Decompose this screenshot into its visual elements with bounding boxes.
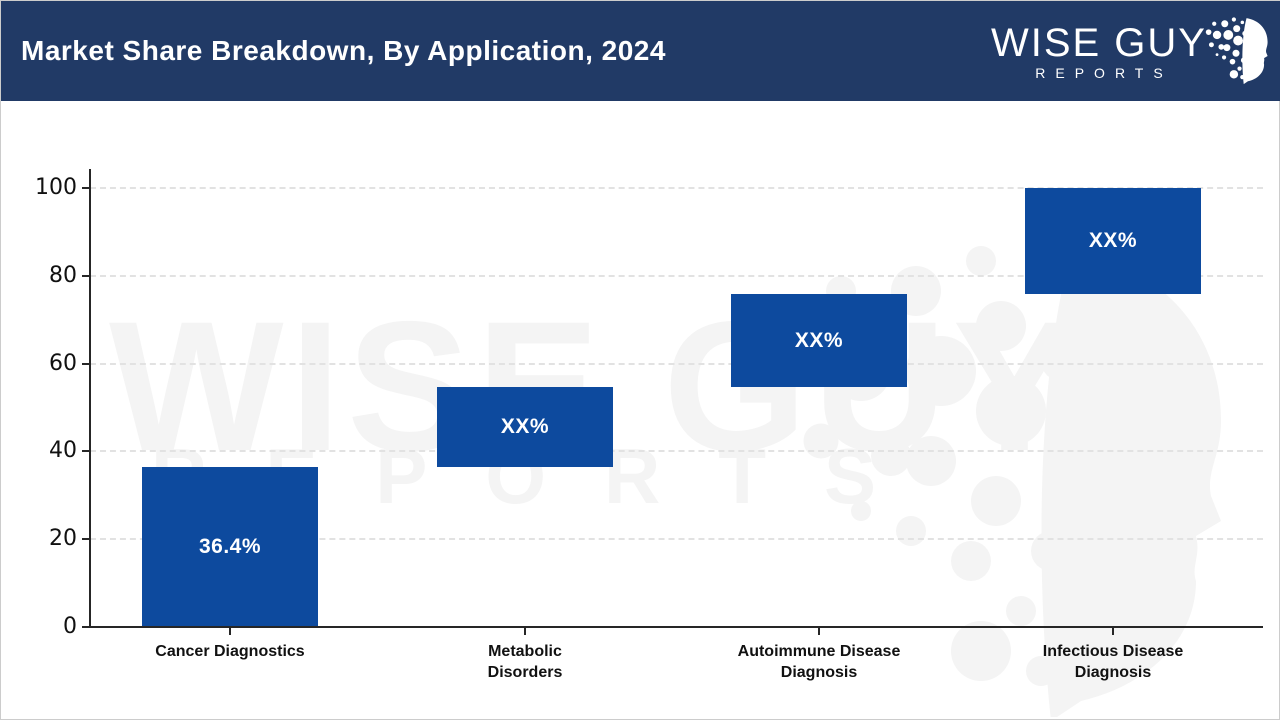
bar-value-label: XX% — [794, 328, 844, 352]
wise-guy-reports-logo: WISE GUY REPORTS — [991, 7, 1269, 95]
y-axis-tick-label: 100 — [35, 175, 77, 200]
y-axis-tick-label: 40 — [49, 438, 77, 464]
bar-4: XX% — [1025, 188, 1201, 294]
logo-face-icon — [1205, 17, 1268, 85]
bar-value-label: 36.4% — [198, 535, 262, 559]
y-axis-tick — [82, 538, 90, 541]
y-axis-tick — [82, 187, 90, 189]
y-axis-tick-label: 80 — [49, 262, 77, 288]
x-category-label: Cancer Diagnostics — [155, 643, 305, 660]
grid-line — [90, 362, 1263, 365]
y-axis-tick — [82, 626, 90, 628]
y-axis-tick — [82, 274, 90, 277]
x-axis-tick — [524, 628, 526, 635]
x-axis-tick — [818, 628, 820, 635]
x-category-label: Metabolic Disorders — [487, 643, 563, 681]
grid-line — [90, 538, 1263, 541]
header-bar: Market Share Breakdown, By Application, … — [1, 1, 1280, 101]
x-axis-tick — [229, 628, 231, 635]
grid-line — [90, 450, 1263, 453]
logo-text: WISE GUY REPORTS — [991, 21, 1207, 81]
bar-1: 36.4% — [142, 467, 318, 627]
logo-reports-text: REPORTS — [1035, 65, 1173, 81]
x-axis-line — [89, 626, 1263, 628]
y-axis-line — [89, 169, 91, 628]
bar-value-label: XX% — [500, 415, 550, 439]
bar-3: XX% — [731, 293, 907, 388]
x-category-label: Autoimmune Disease Diagnosis — [737, 643, 901, 681]
y-axis-tick-label: 0 — [63, 614, 77, 639]
logo-wiseguy-text: WISE GUY — [990, 21, 1207, 65]
bar-2: XX% — [437, 387, 613, 468]
grid-line — [90, 274, 1263, 277]
grid-line — [90, 187, 1263, 189]
x-category-label: Infectious Disease Diagnosis — [1042, 643, 1184, 681]
page-title: Market Share Breakdown, By Application, … — [21, 35, 666, 66]
x-axis-tick — [1112, 628, 1114, 635]
y-axis-tick-label: 60 — [49, 350, 77, 376]
bar-value-label: XX% — [1088, 228, 1138, 252]
y-axis-tick — [82, 450, 90, 453]
y-axis-tick-label: 20 — [49, 526, 77, 552]
y-axis-tick — [82, 362, 90, 365]
